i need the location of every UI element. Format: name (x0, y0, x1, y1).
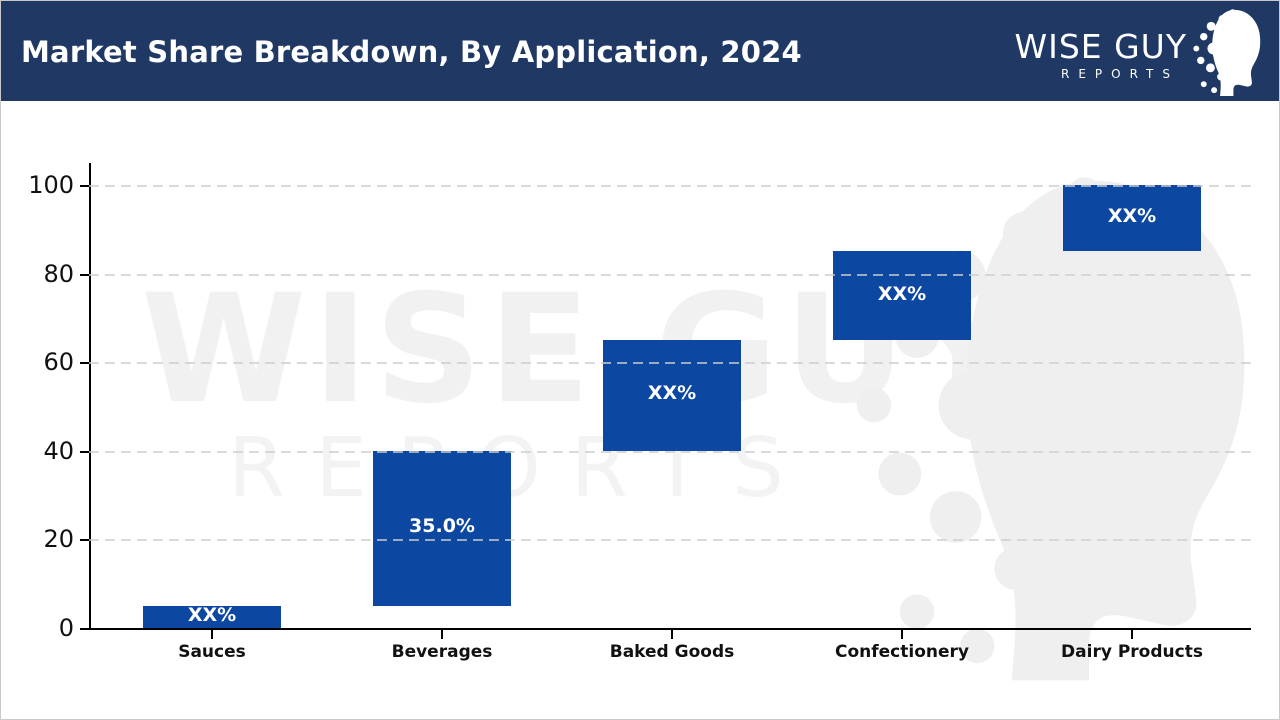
y-tick-mark (80, 185, 89, 187)
gridline (89, 273, 1251, 276)
y-tick-mark (80, 450, 89, 453)
y-tick-label: 60 (43, 348, 74, 377)
x-tick-mark (671, 630, 673, 639)
x-category-label: Confectionery (835, 642, 969, 662)
bar-value-label: XX% (1107, 205, 1157, 228)
y-tick-label: 0 (58, 614, 74, 642)
bar-value-label: XX% (877, 282, 927, 305)
bar-value-label: XX% (187, 603, 237, 626)
watermark-reports-text: REPORTS (228, 421, 814, 516)
bar (833, 251, 971, 341)
gridline (89, 450, 1251, 453)
y-tick-label: 80 (43, 259, 74, 288)
x-tick-mark (1131, 630, 1133, 639)
y-tick-label: 40 (43, 436, 74, 465)
x-category-label: Beverages (391, 642, 493, 662)
y-axis-spine (89, 162, 91, 630)
gridline (89, 539, 1251, 542)
x-tick-mark (441, 630, 443, 639)
x-category-label: Sauces (178, 642, 246, 662)
y-tick-mark (80, 539, 89, 542)
wise-guy-reports-logo: WISE GUY REPORTS (1014, 5, 1265, 97)
bar (373, 450, 511, 606)
x-category-label: Baked Goods (609, 642, 735, 662)
header-bar: Market Share Breakdown, By Application, … (1, 1, 1279, 101)
gridline (89, 362, 1251, 365)
bar-value-label: 35.0% (409, 515, 475, 538)
chart-title: Market Share Breakdown, By Application, … (21, 35, 802, 69)
bar (603, 340, 741, 451)
y-tick-label: 20 (43, 525, 74, 554)
y-tick-mark (80, 362, 89, 365)
y-tick-mark (80, 273, 89, 276)
logo-subtext: REPORTS (1060, 67, 1179, 81)
logo-wordmark: WISE GUY (1014, 27, 1187, 66)
y-tick-mark (80, 628, 89, 630)
gridline (89, 185, 1251, 187)
x-category-label: Dairy Products (1061, 642, 1203, 662)
bar-value-label: XX% (647, 382, 697, 405)
bar (143, 605, 281, 628)
x-tick-mark (901, 630, 903, 639)
logo-face-icon (1193, 9, 1261, 97)
bar (1063, 185, 1201, 252)
y-tick-label: 100 (28, 171, 74, 199)
x-axis-spine (88, 628, 1251, 630)
x-tick-mark (211, 630, 213, 639)
